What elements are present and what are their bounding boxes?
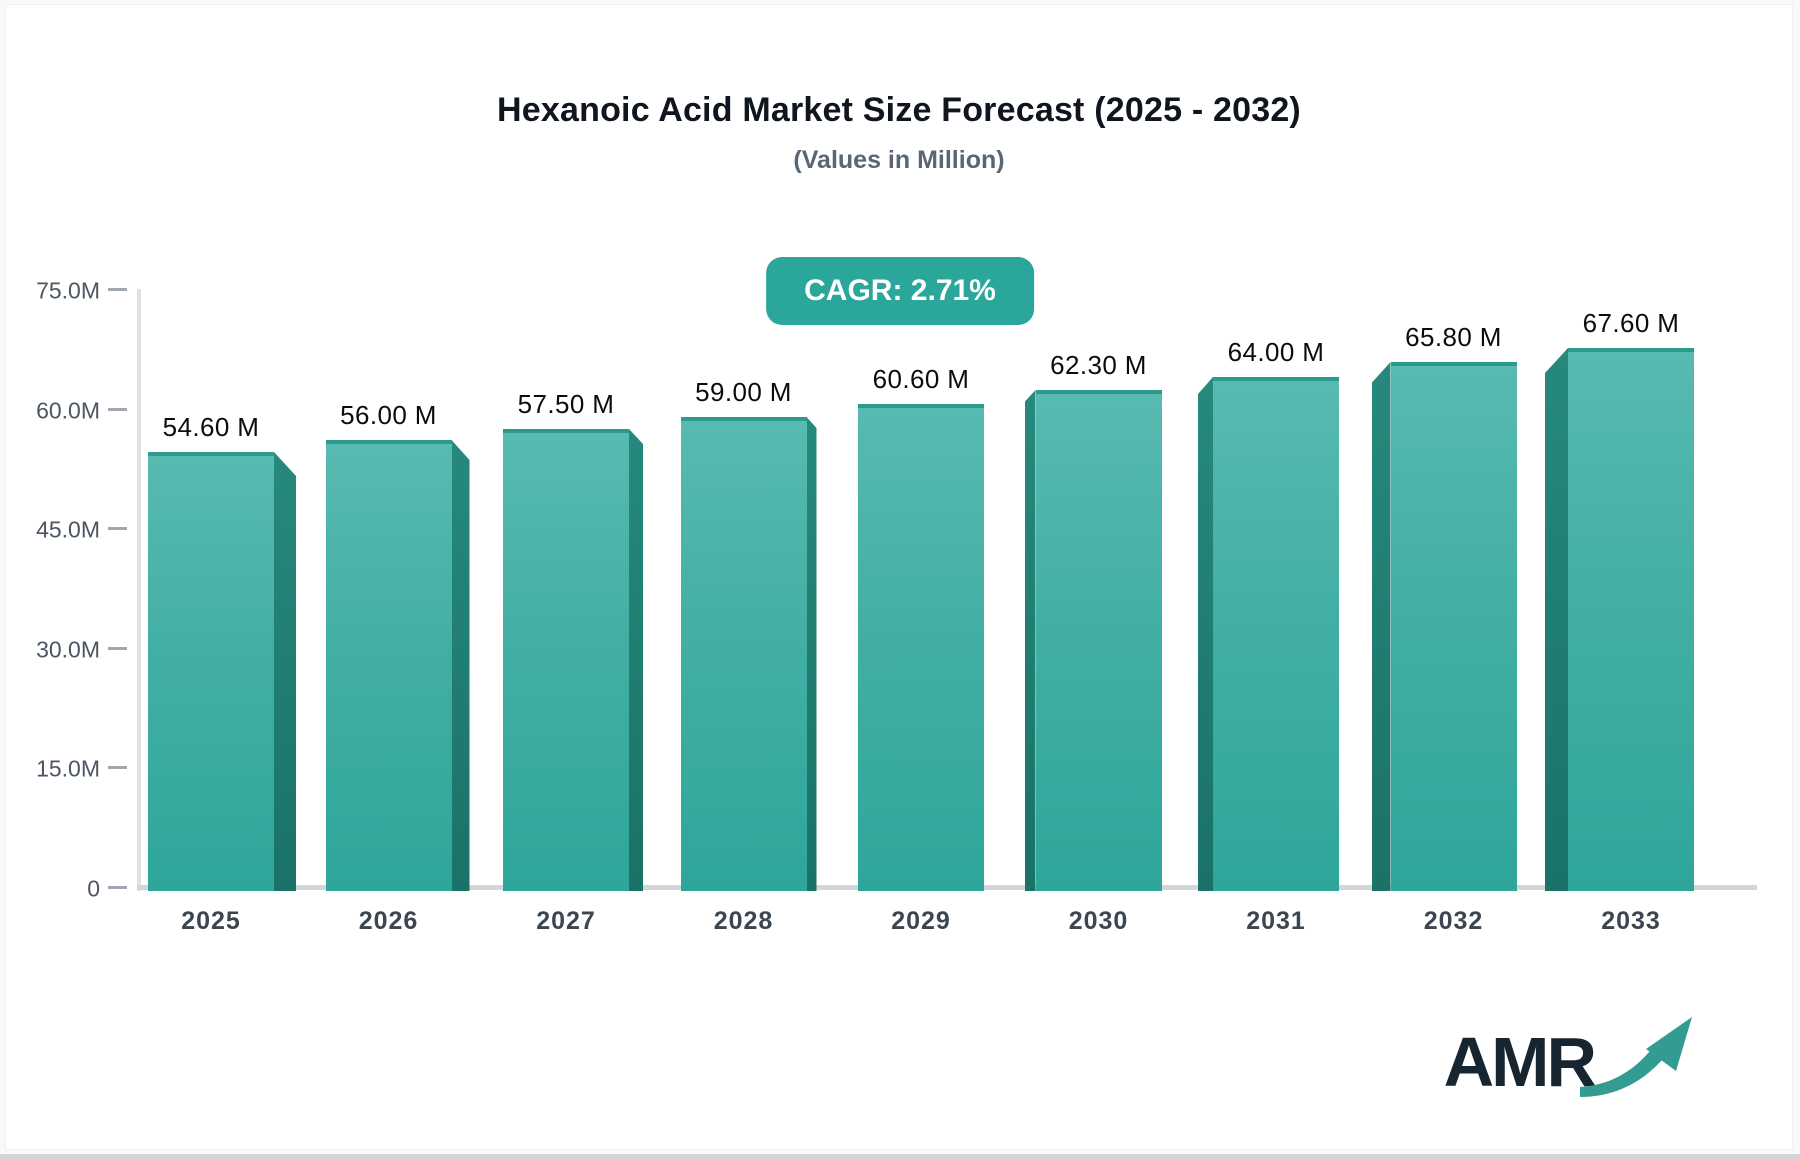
bar-value-label: 65.80 M [1405, 322, 1502, 352]
x-axis-label: 2032 [1423, 907, 1484, 935]
y-axis-tick-mark [108, 886, 127, 889]
bar-value-label: 56.00 M [340, 400, 437, 430]
bar-value-label: 57.50 M [517, 389, 615, 419]
chart-card: Hexanoic Acid Market Size Forecast (2025… [5, 4, 1793, 1150]
bar-value-label: 67.60 M [1582, 308, 1680, 338]
cagr-badge-label: CAGR: 2.71% [804, 274, 996, 307]
bar-side-face [451, 440, 470, 891]
bar-front-face [325, 440, 452, 891]
bar-front-face [148, 452, 274, 891]
bar-front-face [680, 417, 807, 891]
bar-value-label: 60.60 M [872, 364, 970, 394]
amr-logo-text: AMR [1443, 1023, 1597, 1101]
bar-value-label: 54.60 M [162, 412, 260, 442]
x-axis-label: 2033 [1601, 907, 1661, 935]
chart-subtitle: (Values in Million) [793, 146, 1005, 174]
bar-front-face [1213, 377, 1339, 891]
bar-front-face [1568, 348, 1694, 891]
bar-chart: CAGR: 2.71% 0 15.0M 30.0M 45.0M 60.0M 75.0M 54… [6, 245, 1794, 1015]
x-axis-label: 2027 [536, 907, 596, 935]
x-axis-label: 2030 [1068, 907, 1129, 935]
x-axis-label: 2025 [181, 907, 241, 935]
window-bottom-edge [0, 1154, 1800, 1160]
bar-side-face [1545, 348, 1568, 891]
y-axis-tick-label: 30.0M [36, 636, 100, 663]
y-axis-tick-label: 75.0M [36, 277, 100, 304]
y-axis-line [137, 289, 141, 891]
bar-front-face [858, 404, 984, 891]
y-axis-tick-label: 45.0M [36, 516, 100, 543]
y-axis-tick-mark [108, 766, 127, 770]
y-axis-tick-mark [108, 646, 127, 650]
y-axis-tick-label: 0 [87, 875, 100, 902]
chart-title: Hexanoic Acid Market Size Forecast (2025… [497, 91, 1301, 129]
bar-value-label: 64.00 M [1227, 337, 1325, 367]
amr-logo-arrow-icon [1580, 1017, 1692, 1097]
y-axis-tick-mark [108, 527, 127, 531]
bar-front-face [1390, 362, 1517, 891]
bar-side-face [629, 429, 643, 891]
amr-logo: AMR [1443, 1017, 1700, 1101]
x-axis-label: 2031 [1246, 907, 1306, 935]
cagr-badge: CAGR: 2.71% [766, 257, 1034, 325]
bar-value-label: 62.30 M [1050, 350, 1147, 380]
bar-side-face [1371, 362, 1391, 891]
y-axis-tick-mark [108, 407, 127, 411]
bar-front-face [1035, 390, 1162, 891]
bar-value-label: 59.00 M [695, 377, 792, 407]
bar-front-face [503, 429, 629, 891]
bar-side-face [806, 417, 817, 891]
x-axis-label: 2028 [713, 907, 774, 935]
x-axis-label: 2029 [891, 907, 951, 935]
y-axis-tick-label: 15.0M [36, 755, 100, 782]
x-axis-label: 2026 [358, 907, 419, 935]
y-axis-tick-label: 60.0M [36, 397, 100, 424]
y-axis-tick-mark [108, 288, 127, 291]
bar-side-face [1024, 390, 1036, 891]
bar-side-face [274, 452, 296, 891]
bar-side-face [1198, 377, 1213, 891]
